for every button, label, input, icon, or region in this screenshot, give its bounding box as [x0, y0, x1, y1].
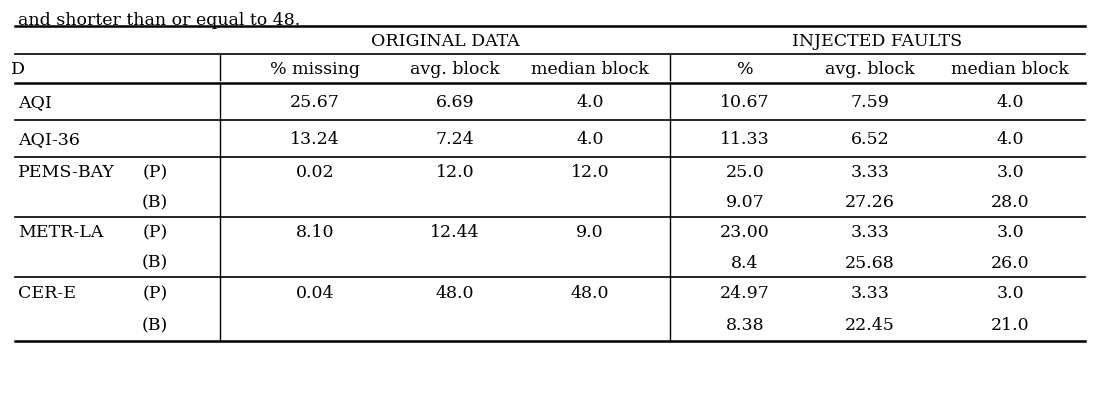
Text: 3.0: 3.0	[997, 224, 1024, 241]
Text: 13.24: 13.24	[290, 131, 340, 148]
Text: 8.4: 8.4	[732, 254, 759, 271]
Text: 6.52: 6.52	[850, 131, 890, 148]
Text: 12.0: 12.0	[571, 164, 609, 181]
Text: % missing: % missing	[270, 61, 360, 78]
Text: 24.97: 24.97	[720, 285, 770, 302]
Text: METR-LA: METR-LA	[18, 224, 103, 241]
Text: 6.69: 6.69	[436, 94, 474, 111]
Text: 7.59: 7.59	[850, 94, 890, 111]
Text: 48.0: 48.0	[436, 285, 474, 302]
Text: 23.00: 23.00	[720, 224, 770, 241]
Text: 4.0: 4.0	[997, 94, 1024, 111]
Text: (P): (P)	[142, 164, 167, 181]
Text: 3.33: 3.33	[850, 224, 890, 241]
Text: 12.44: 12.44	[430, 224, 480, 241]
Text: (B): (B)	[142, 254, 168, 271]
Text: AQI-36: AQI-36	[18, 131, 80, 148]
Text: 8.10: 8.10	[296, 224, 334, 241]
Text: 3.33: 3.33	[850, 164, 890, 181]
Text: 3.33: 3.33	[850, 285, 890, 302]
Text: 7.24: 7.24	[436, 131, 474, 148]
Text: %: %	[737, 61, 754, 78]
Text: median block: median block	[531, 61, 649, 78]
Text: 8.38: 8.38	[726, 317, 764, 334]
Text: 4.0: 4.0	[576, 131, 604, 148]
Text: 25.0: 25.0	[726, 164, 764, 181]
Text: 27.26: 27.26	[845, 194, 895, 211]
Text: ORIGINAL DATA: ORIGINAL DATA	[371, 34, 519, 50]
Text: 25.67: 25.67	[290, 94, 340, 111]
Text: 3.0: 3.0	[997, 285, 1024, 302]
Text: 4.0: 4.0	[576, 94, 604, 111]
Text: 3.0: 3.0	[997, 164, 1024, 181]
Text: PEMS-BAY: PEMS-BAY	[18, 164, 114, 181]
Text: (P): (P)	[142, 224, 167, 241]
Text: and shorter than or equal to 48.: and shorter than or equal to 48.	[18, 12, 300, 29]
Text: 25.68: 25.68	[845, 254, 895, 271]
Text: (P): (P)	[142, 285, 167, 302]
Text: avg. block: avg. block	[825, 61, 915, 78]
Text: 22.45: 22.45	[845, 317, 895, 334]
Text: 0.04: 0.04	[296, 285, 334, 302]
Text: 9.0: 9.0	[576, 224, 604, 241]
Text: 28.0: 28.0	[991, 194, 1030, 211]
Text: 9.07: 9.07	[726, 194, 764, 211]
Text: median block: median block	[952, 61, 1069, 78]
Text: avg. block: avg. block	[410, 61, 499, 78]
Text: CER-E: CER-E	[18, 285, 76, 302]
Text: (B): (B)	[142, 194, 168, 211]
Text: INJECTED FAULTS: INJECTED FAULTS	[792, 34, 962, 50]
Text: D: D	[11, 61, 25, 78]
Text: 21.0: 21.0	[991, 317, 1030, 334]
Text: 11.33: 11.33	[720, 131, 770, 148]
Text: AQI: AQI	[18, 94, 52, 111]
Text: 48.0: 48.0	[571, 285, 609, 302]
Text: (B): (B)	[142, 317, 168, 334]
Text: 10.67: 10.67	[720, 94, 770, 111]
Text: 26.0: 26.0	[991, 254, 1030, 271]
Text: 12.0: 12.0	[436, 164, 474, 181]
Text: 4.0: 4.0	[997, 131, 1024, 148]
Text: 0.02: 0.02	[296, 164, 334, 181]
